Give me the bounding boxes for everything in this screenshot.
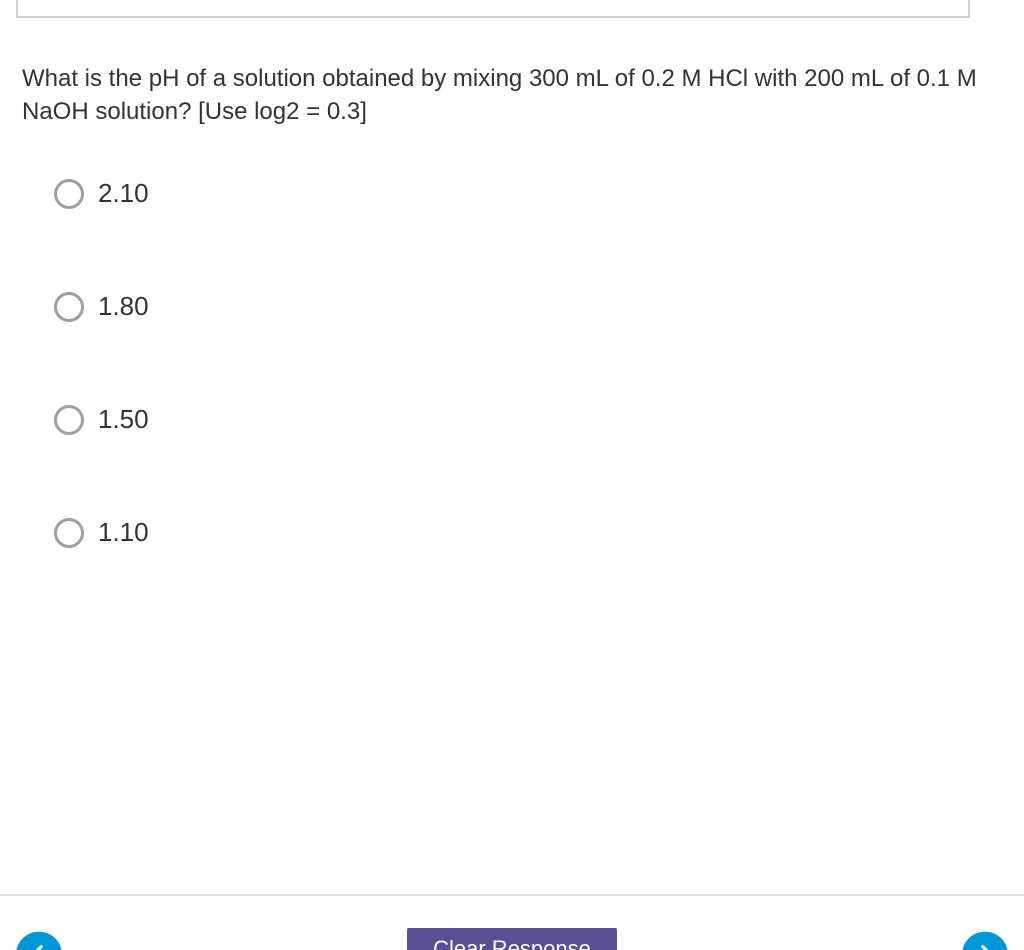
radio-icon	[54, 405, 84, 435]
footer-bar: Clear Response	[0, 894, 1024, 950]
question-text: What is the pH of a solution obtained by…	[22, 62, 982, 128]
option-label: 2.10	[98, 178, 149, 209]
option-3[interactable]: 1.50	[54, 404, 149, 435]
clear-response-label: Clear Response	[433, 938, 591, 950]
radio-icon	[54, 179, 84, 209]
next-button[interactable]	[962, 932, 1008, 950]
quiz-page: What is the pH of a solution obtained by…	[0, 0, 1024, 950]
chevron-left-icon	[30, 943, 48, 950]
options-list: 2.10 1.80 1.50 1.10	[54, 178, 149, 548]
prev-button[interactable]	[16, 932, 62, 950]
option-4[interactable]: 1.10	[54, 517, 149, 548]
radio-icon	[54, 292, 84, 322]
answer-box-partial	[16, 0, 970, 18]
option-1[interactable]: 2.10	[54, 178, 149, 209]
option-label: 1.10	[98, 517, 149, 548]
question-block: What is the pH of a solution obtained by…	[22, 62, 982, 128]
radio-icon	[54, 518, 84, 548]
option-label: 1.50	[98, 404, 149, 435]
chevron-right-icon	[976, 943, 994, 950]
option-2[interactable]: 1.80	[54, 291, 149, 322]
option-label: 1.80	[98, 291, 149, 322]
clear-response-button[interactable]: Clear Response	[407, 928, 617, 950]
